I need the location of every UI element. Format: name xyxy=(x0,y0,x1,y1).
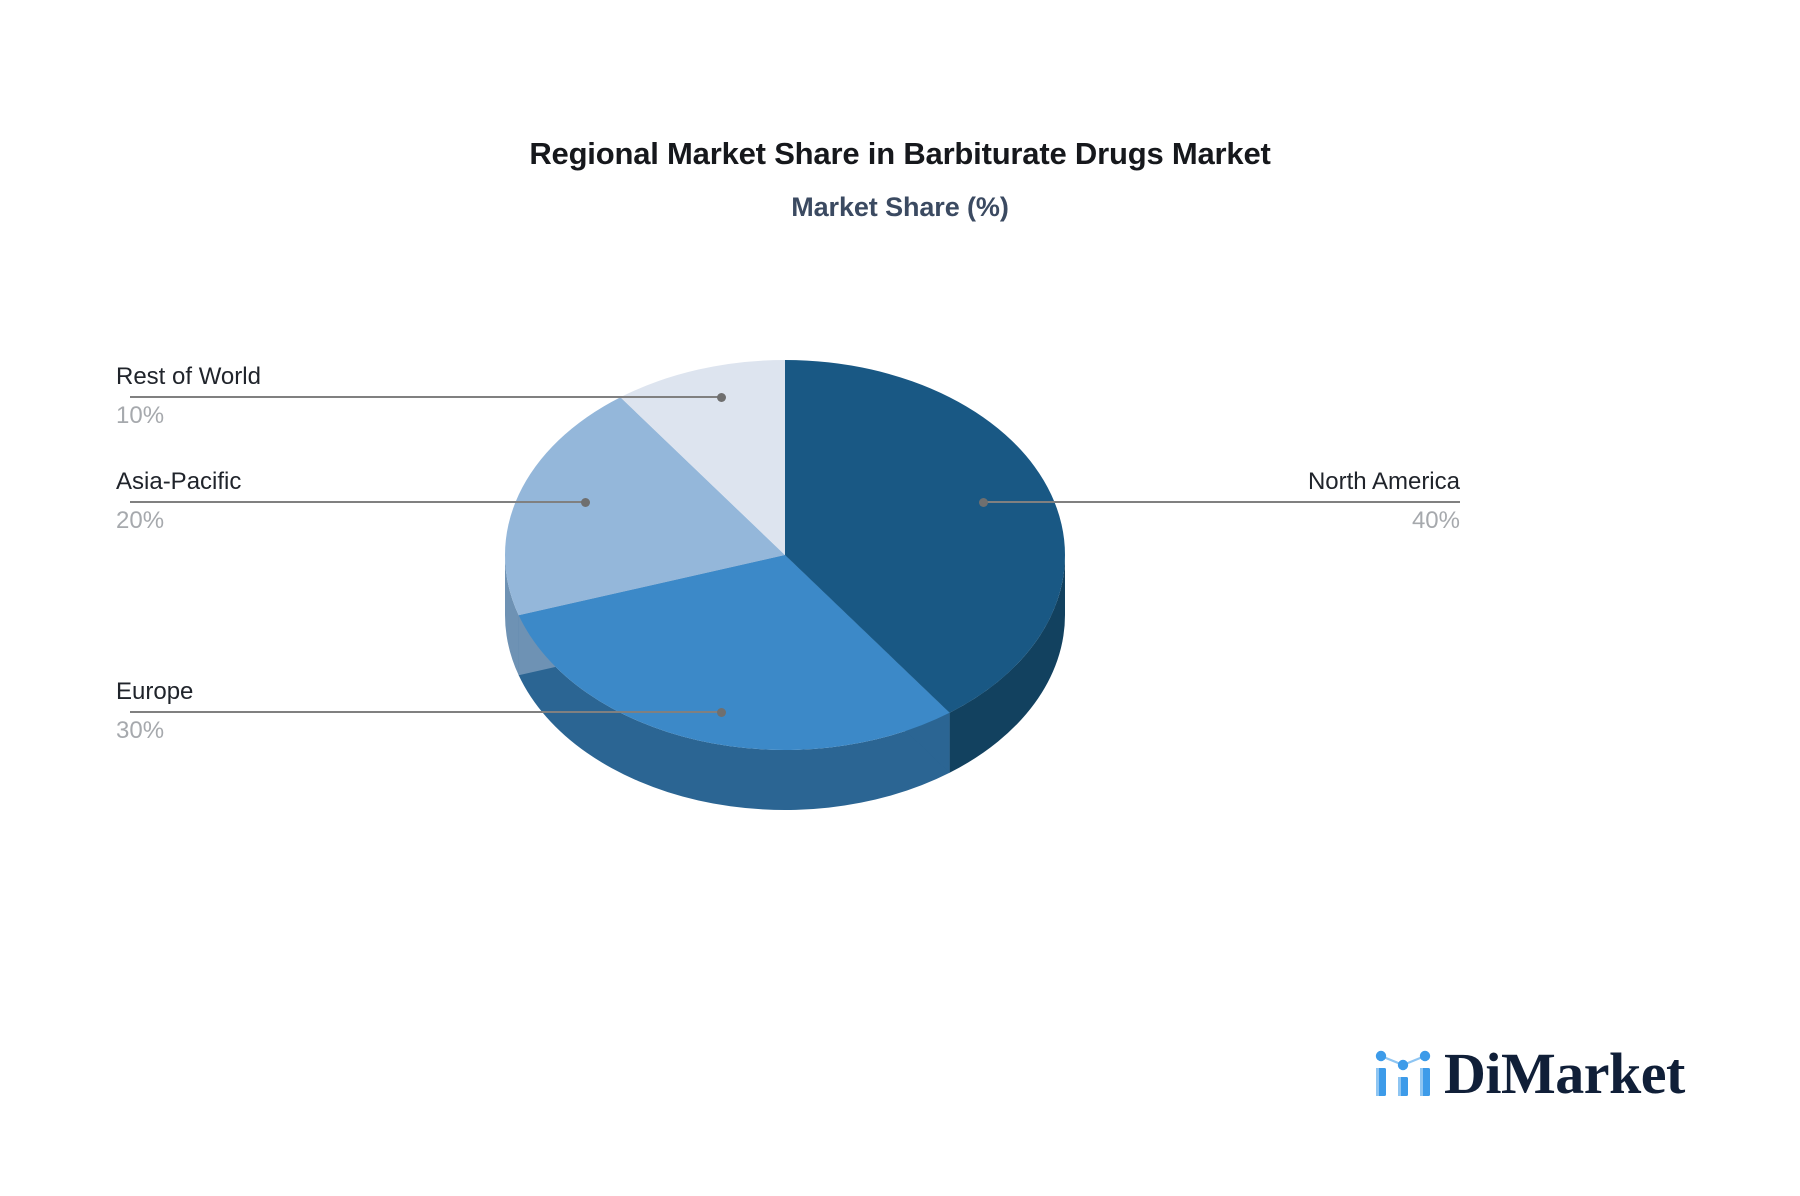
callout-value-europe: 30% xyxy=(116,717,165,744)
brand-name: DiMarket xyxy=(1444,1041,1685,1106)
callout-text-asia-pacific: Asia-Pacific xyxy=(116,467,536,497)
leader-line-rest-of-world xyxy=(130,396,721,398)
page-title: Regional Market Share in Barbiturate Dru… xyxy=(529,136,1271,171)
pie-slice-side-asia-pacific xyxy=(505,555,519,676)
leader-line-north-america xyxy=(983,501,1460,503)
callout-divider xyxy=(116,711,721,713)
callout-text-rest-of-world: Rest of World xyxy=(116,362,536,392)
callout-value-wrap-north-america: 40% xyxy=(1040,506,1460,536)
callout-label-asia-pacific: Asia-Pacific xyxy=(116,468,242,495)
page-subtitle: Market Share (%) xyxy=(791,192,1009,222)
callout-value-rest-of-world: 10% xyxy=(116,402,165,429)
pie-slice-north-america[interactable] xyxy=(785,360,1065,713)
callout-text-europe: Europe xyxy=(116,677,536,707)
callout-label-europe: Europe xyxy=(116,678,194,705)
leader-dot-north-america xyxy=(979,497,988,507)
callout-value-asia-pacific: 20% xyxy=(116,507,165,534)
leader-line-europe xyxy=(130,711,721,713)
callout-value-wrap-asia-pacific: 20% xyxy=(116,506,536,536)
callout-value-wrap-rest-of-world: 10% xyxy=(116,401,536,431)
leader-dot-rest-of-world xyxy=(717,392,726,402)
pie-chart xyxy=(488,330,1088,890)
callout-divider xyxy=(116,501,721,503)
leader-line-asia-pacific xyxy=(130,501,585,503)
pie-slice-rest-of-world[interactable] xyxy=(620,360,785,555)
callout-divider xyxy=(965,501,1520,503)
pie-slice-asia-pacific[interactable] xyxy=(505,397,785,616)
callout-value-wrap-europe: 30% xyxy=(116,716,536,746)
brand-logo: DiMarket xyxy=(1374,1043,1685,1105)
bar-chart-dots-icon xyxy=(1375,1050,1431,1096)
callout-divider xyxy=(116,396,721,398)
callout-label-north-america: North America xyxy=(1307,468,1460,495)
leader-dot-asia-pacific xyxy=(581,497,590,507)
callout-value-north-america: 40% xyxy=(1411,507,1460,534)
pie-slice-side-europe xyxy=(518,615,950,810)
callout-label-rest-of-world: Rest of World xyxy=(116,363,261,390)
pie-chart-svg xyxy=(505,360,1065,810)
callout-text-north-america: North America xyxy=(1040,467,1460,497)
pie-slice-europe[interactable] xyxy=(518,555,950,750)
leader-dot-europe xyxy=(717,707,726,717)
pie-slice-side-north-america xyxy=(949,555,1065,773)
